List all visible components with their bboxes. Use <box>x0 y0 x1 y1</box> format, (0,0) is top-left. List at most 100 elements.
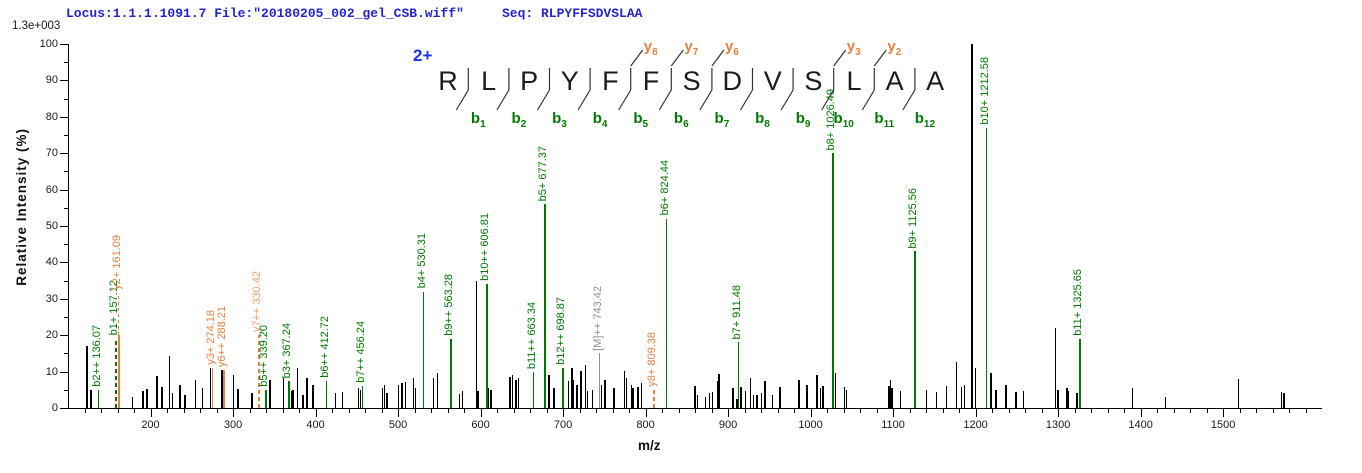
x-minor-tick <box>827 409 829 413</box>
unassigned-peak <box>718 374 720 408</box>
fragment-peak-label: b4+ 530.31 <box>416 233 429 289</box>
y-minor-tick <box>64 244 68 246</box>
x-minor-tick <box>612 409 614 413</box>
x-tick-label: 1300 <box>1045 419 1071 431</box>
unassigned-peak <box>816 375 818 408</box>
unassigned-peak <box>764 381 766 408</box>
fragment-peak-label: b9+ 1125.56 <box>907 187 920 249</box>
x-minor-tick <box>1272 409 1274 413</box>
unassigned-peak <box>490 389 492 408</box>
y-tick-label: 100 <box>39 38 58 50</box>
unassigned-peak <box>736 398 738 408</box>
y-major-tick <box>60 371 68 373</box>
unassigned-peak <box>282 378 284 408</box>
unassigned-peak <box>432 378 435 408</box>
fragment-peak-label: b12++ 698.87 <box>555 297 568 365</box>
fragment-peak-label: b6++ 412.72 <box>319 315 332 378</box>
fragment-peak-label: b7+ 911.48 <box>730 284 743 340</box>
x-minor-tick <box>299 409 301 413</box>
unassigned-peak <box>740 387 742 408</box>
unassigned-peak <box>515 379 517 408</box>
x-minor-tick <box>464 409 466 413</box>
unassigned-peak <box>834 373 836 408</box>
unassigned-peak <box>711 391 713 408</box>
x-minor-tick <box>381 409 383 413</box>
unassigned-peak <box>625 378 628 408</box>
x-tick-label: 800 <box>636 419 655 431</box>
x-major-tick <box>398 409 400 417</box>
b-ion-label: b10 <box>833 110 854 130</box>
unassigned-peak <box>237 389 239 408</box>
unassigned-peak <box>195 379 197 408</box>
unassigned-peak <box>404 382 407 408</box>
x-minor-tick <box>1157 409 1159 413</box>
x-minor-tick <box>365 409 367 413</box>
sequence-residue: R <box>438 66 458 96</box>
x-tick-label: 500 <box>388 419 408 431</box>
b-ion-label: b12 <box>914 110 936 130</box>
x-minor-tick <box>513 409 515 413</box>
unassigned-peak <box>798 379 800 408</box>
x-major-tick <box>645 409 647 417</box>
unassigned-peak <box>142 390 144 408</box>
sequence-residue: P <box>520 66 539 96</box>
b-ion-label: b2 <box>511 110 527 130</box>
x-minor-tick <box>546 409 548 413</box>
x-minor-tick <box>1190 409 1192 413</box>
sequence-residue: A <box>926 66 945 96</box>
y-minor-tick <box>64 389 68 391</box>
x-minor-tick <box>1041 409 1043 413</box>
fragment-peak <box>211 367 214 408</box>
x-axis-line <box>68 408 1322 409</box>
unassigned-peak <box>1068 390 1070 408</box>
unassigned-peak <box>891 387 893 408</box>
y-major-tick <box>60 189 68 191</box>
fragment-peak <box>985 127 988 408</box>
x-minor-tick <box>266 409 268 413</box>
x-minor-tick <box>876 409 878 413</box>
b-ion-label: b7 <box>714 110 730 130</box>
x-minor-tick <box>909 409 911 413</box>
unassigned-peak <box>756 395 758 408</box>
unassigned-peak <box>401 382 403 408</box>
x-tick-label: 1000 <box>798 419 823 431</box>
precursor-charge-label: 2+ <box>413 46 433 65</box>
x-tick-label: 400 <box>306 419 325 431</box>
fragment-peak-label: b2++ 136.07 <box>90 325 103 387</box>
unassigned-peak <box>233 375 235 408</box>
unassigned-peak <box>584 365 586 408</box>
x-minor-tick <box>1074 409 1076 413</box>
x-minor-tick <box>1107 409 1109 413</box>
b-ion-label: b4 <box>592 110 608 130</box>
fragment-peak-label: b7++ 456.24 <box>354 321 367 384</box>
y-major-tick <box>60 44 68 45</box>
x-axis-title: m/z <box>638 438 661 453</box>
sequence-residue: A <box>885 66 904 96</box>
unassigned-peak <box>945 386 948 408</box>
x-minor-tick <box>794 409 796 413</box>
unassigned-peak <box>296 367 298 408</box>
unassigned-peak <box>926 389 928 408</box>
x-minor-tick <box>134 409 135 413</box>
y-tick-label: 70 <box>45 147 58 160</box>
fragment-peak <box>665 218 668 408</box>
sequence-residue: F <box>642 66 660 96</box>
fragment-peak <box>914 251 916 408</box>
unassigned-peak <box>571 367 573 408</box>
sequence-residue: L <box>846 66 862 96</box>
unassigned-peak <box>744 391 746 408</box>
unassigned-peak <box>576 385 578 408</box>
unassigned-peak <box>1015 391 1017 408</box>
x-minor-tick <box>1206 409 1208 413</box>
unassigned-peak <box>334 393 336 408</box>
unassigned-peak <box>761 393 763 408</box>
fragment-peak <box>361 386 364 408</box>
y-tick-label: 60 <box>45 183 58 196</box>
unassigned-peak <box>1057 389 1059 408</box>
unassigned-peak <box>412 378 415 408</box>
fragment-peak <box>532 371 535 408</box>
y-tick-label: 20 <box>45 329 58 342</box>
fragment-peak <box>1079 338 1081 408</box>
y-minor-tick <box>64 207 68 209</box>
x-major-tick <box>810 409 812 417</box>
